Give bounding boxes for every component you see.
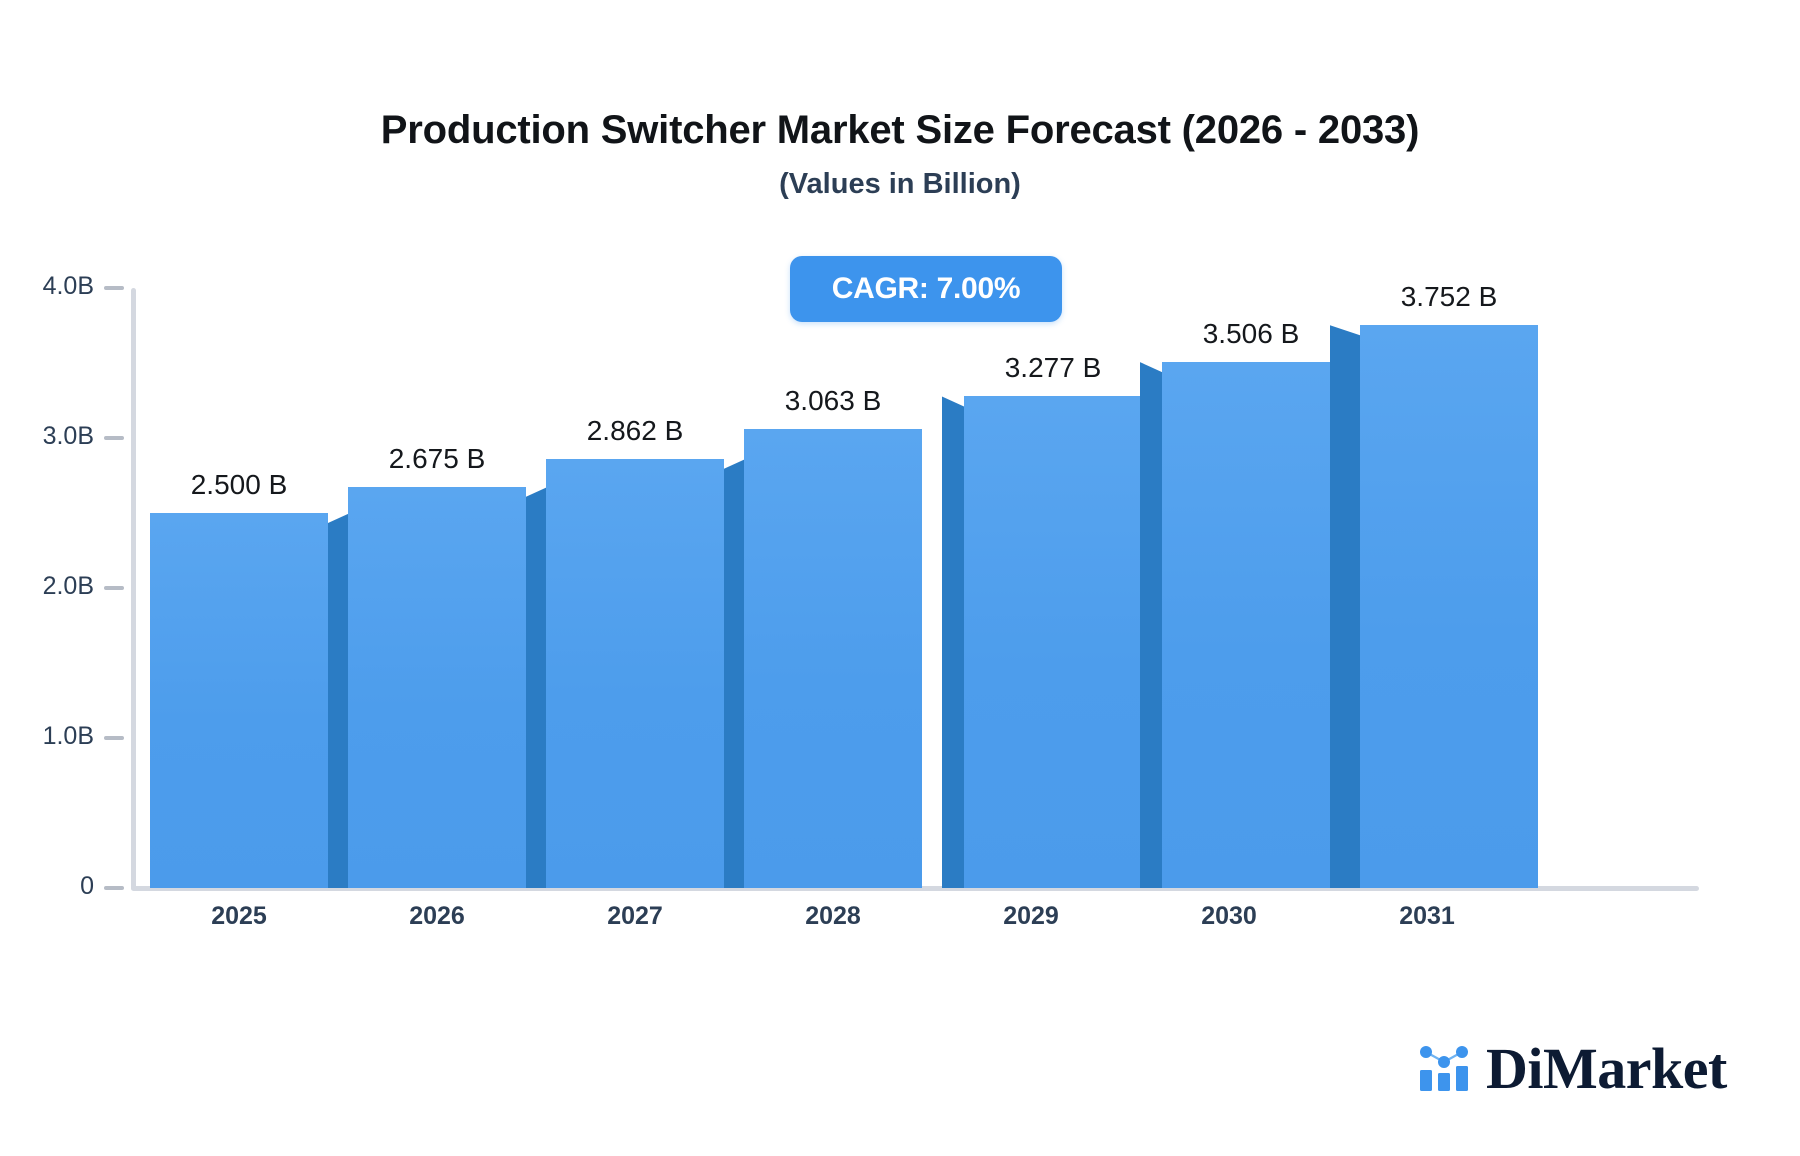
bar-face xyxy=(546,458,724,888)
bar-face xyxy=(744,428,922,888)
y-tick-mark-2 xyxy=(104,586,124,590)
cagr-badge: CAGR: 7.00% xyxy=(790,256,1062,322)
y-tick-mark-0 xyxy=(104,886,124,890)
bar-value-label: 3.752 B xyxy=(1400,281,1498,313)
chart-subtitle: (Values in Billion) xyxy=(779,168,1021,200)
bar-face xyxy=(348,486,526,888)
x-tick-label-2027: 2027 xyxy=(607,902,663,930)
y-tick-mark-1 xyxy=(104,736,124,740)
bar-2029[interactable]: 3.277 B xyxy=(942,352,1142,888)
bar-value-label: 3.277 B xyxy=(1004,352,1102,384)
x-axis-line xyxy=(131,886,1699,891)
x-tick-label-2028: 2028 xyxy=(805,902,861,930)
dimarket-logo: DiMarket xyxy=(1418,1038,1727,1100)
x-tick-label-2031: 2031 xyxy=(1399,902,1455,930)
bar-chart-dots-icon xyxy=(1418,1042,1472,1097)
y-tick-label-1: 1.0B xyxy=(42,722,94,750)
bar-face xyxy=(964,396,1142,888)
chart-title: Production Switcher Market Size Forecast… xyxy=(380,108,1420,152)
bar-face xyxy=(1360,325,1538,888)
x-tick-label-2030: 2030 xyxy=(1201,902,1257,930)
bar-side-face xyxy=(526,486,548,888)
bar-value-label: 3.506 B xyxy=(1202,318,1300,350)
y-tick-mark-4 xyxy=(104,286,124,290)
bar-2031[interactable]: 3.752 B xyxy=(1330,281,1538,888)
y-axis-line xyxy=(131,288,136,890)
bar-side-face xyxy=(1140,362,1162,888)
bar-2026[interactable]: 2.675 B xyxy=(348,443,548,888)
y-tick-label-0: 0 xyxy=(80,872,94,900)
y-tick-label-4: 4.0B xyxy=(42,272,94,300)
bar-value-label: 2.675 B xyxy=(388,442,486,474)
bar-2028[interactable]: 3.063 B xyxy=(744,385,922,888)
bar-value-label: 2.862 B xyxy=(586,414,684,446)
bar-face xyxy=(150,513,328,888)
x-tick-label-2025: 2025 xyxy=(211,902,267,930)
bar-side-face xyxy=(328,513,350,888)
plot-area: 4.0B 3.0B 2.0B 1.0B 0 2.500 B 2.675 B 2.… xyxy=(42,272,1699,930)
logo-wordmark: DiMarket xyxy=(1486,1036,1727,1101)
bar-side-face xyxy=(942,396,964,888)
x-tick-label-2026: 2026 xyxy=(409,902,465,930)
bar-2027[interactable]: 2.862 B xyxy=(546,415,746,888)
bar-side-face xyxy=(724,458,746,888)
x-tick-label-2029: 2029 xyxy=(1003,902,1059,930)
bar-face xyxy=(1162,362,1340,888)
bar-2030[interactable]: 3.506 B xyxy=(1140,318,1340,888)
cagr-badge-label: CAGR: 7.00% xyxy=(831,272,1021,305)
y-tick-label-2: 2.0B xyxy=(42,572,94,600)
y-tick-mark-3 xyxy=(104,436,124,440)
bar-value-label: 2.500 B xyxy=(190,469,288,500)
y-tick-label-3: 3.0B xyxy=(42,422,94,450)
bar-side-face xyxy=(1330,325,1360,888)
bar-value-label: 3.063 B xyxy=(784,384,882,416)
bar-2025[interactable]: 2.500 B xyxy=(150,469,350,888)
